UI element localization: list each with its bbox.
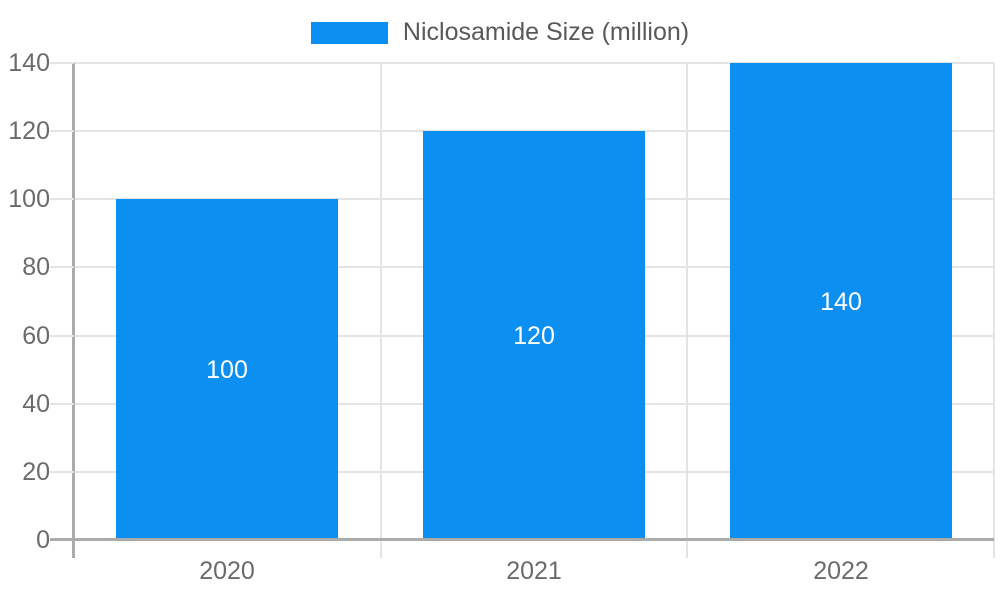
category-separator (380, 63, 382, 558)
y-axis-tick (50, 402, 74, 405)
y-axis-tick (50, 470, 74, 473)
category-separator (686, 63, 688, 558)
y-axis-tick-label: 100 (8, 185, 50, 214)
legend-swatch (310, 21, 388, 44)
bar-2022[interactable]: 140 (730, 63, 952, 540)
y-axis-tick-label: 140 (8, 49, 50, 77)
y-axis-tick (50, 62, 74, 64)
y-axis-tick-label: 60 (22, 321, 50, 350)
y-axis-tick (50, 266, 74, 269)
bar-value-label: 100 (206, 356, 248, 384)
x-axis-line (50, 538, 994, 541)
plot-area: 100 120 140 (74, 62, 995, 558)
x-axis-label: 2022 (813, 557, 869, 585)
legend-label: Niclosamide Size (million) (402, 18, 690, 46)
category-separator (993, 63, 995, 558)
bar-2021[interactable]: 120 (423, 131, 645, 540)
y-axis-tick-label: 80 (22, 253, 50, 282)
y-axis-tick (50, 334, 74, 337)
y-axis-tick (50, 130, 74, 133)
y-axis-tick-label: 20 (22, 457, 50, 486)
gridline (74, 62, 994, 64)
x-axis-label: 2021 (506, 557, 562, 585)
bar-2020[interactable]: 100 (116, 199, 338, 540)
y-axis-tick (50, 198, 74, 201)
y-axis-tick-label: 0 (36, 526, 50, 554)
bar-value-label: 120 (513, 322, 555, 350)
y-axis-line (72, 63, 75, 558)
x-axis-label: 2020 (199, 557, 255, 585)
y-axis-tick-label: 40 (22, 389, 50, 418)
legend: Niclosamide Size (million) (0, 19, 1000, 46)
bar-value-label: 140 (820, 288, 862, 316)
y-axis-tick-label: 120 (8, 117, 50, 146)
